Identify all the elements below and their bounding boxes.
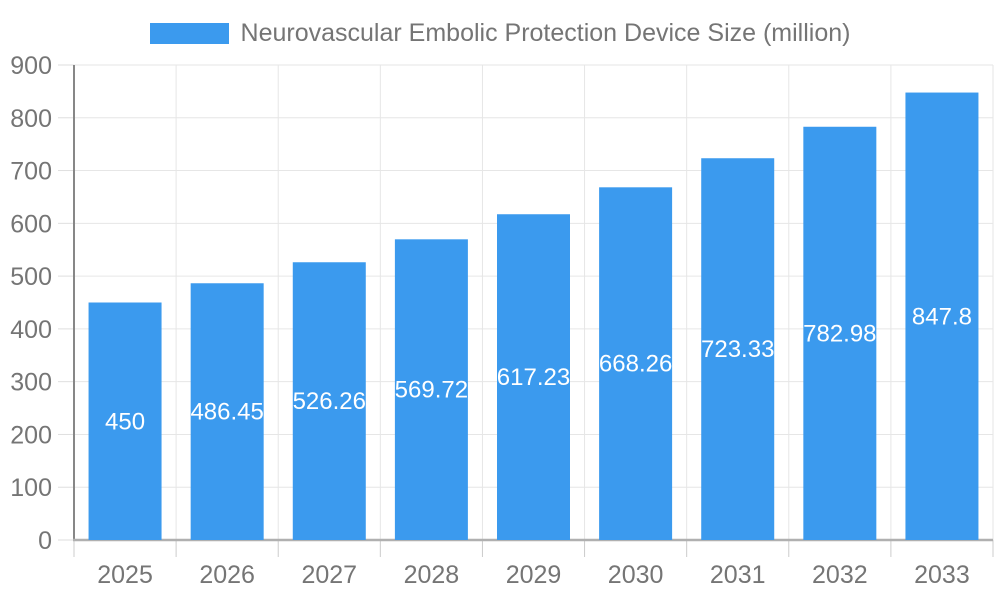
bar-2028[interactable] bbox=[394, 239, 468, 540]
chart-legend[interactable]: Neurovascular Embolic Protection Device … bbox=[0, 19, 1000, 47]
x-axis-label: 2025 bbox=[97, 561, 153, 589]
bar-value-label: 723.33 bbox=[701, 336, 774, 363]
x-axis-label: 2033 bbox=[914, 561, 970, 589]
y-axis-label: 400 bbox=[10, 316, 52, 344]
bar-2033[interactable] bbox=[905, 92, 979, 541]
x-axis-label: 2027 bbox=[301, 561, 357, 589]
y-axis-label: 200 bbox=[10, 421, 52, 449]
x-axis-label: 2028 bbox=[404, 561, 460, 589]
y-axis-label: 600 bbox=[10, 210, 52, 238]
x-axis-label: 2032 bbox=[812, 561, 868, 589]
x-axis-label: 2030 bbox=[608, 561, 664, 589]
y-axis-label: 100 bbox=[10, 474, 52, 502]
x-axis-label: 2031 bbox=[710, 561, 766, 589]
y-axis-label: 700 bbox=[10, 158, 52, 186]
bar-2032[interactable] bbox=[803, 126, 877, 540]
bar-value-label: 847.8 bbox=[912, 303, 972, 330]
y-axis-label: 800 bbox=[10, 105, 52, 133]
bar-value-label: 569.72 bbox=[395, 377, 468, 404]
bar-2029[interactable] bbox=[497, 214, 570, 540]
y-axis-label: 500 bbox=[10, 263, 52, 291]
bar-2031[interactable] bbox=[701, 158, 775, 540]
legend-label: Neurovascular Embolic Protection Device … bbox=[240, 19, 851, 47]
legend-swatch bbox=[149, 23, 229, 44]
x-axis-label: 2029 bbox=[506, 561, 562, 589]
bar-2030[interactable] bbox=[599, 187, 673, 540]
bar-2026[interactable] bbox=[190, 283, 264, 540]
bar-value-label: 526.26 bbox=[293, 388, 366, 415]
y-axis-label: 900 bbox=[10, 52, 52, 80]
y-axis-label: 300 bbox=[10, 369, 52, 397]
x-axis-label: 2026 bbox=[199, 561, 255, 589]
bar-value-label: 668.26 bbox=[599, 351, 672, 378]
bar-value-label: 782.98 bbox=[803, 320, 876, 347]
bar-value-label: 617.23 bbox=[497, 364, 570, 391]
bar-value-label: 450 bbox=[105, 408, 145, 435]
bar-2025[interactable] bbox=[88, 302, 162, 541]
bar-2027[interactable] bbox=[292, 262, 366, 540]
y-axis-label: 0 bbox=[38, 527, 52, 555]
bar-value-label: 486.45 bbox=[190, 399, 263, 426]
